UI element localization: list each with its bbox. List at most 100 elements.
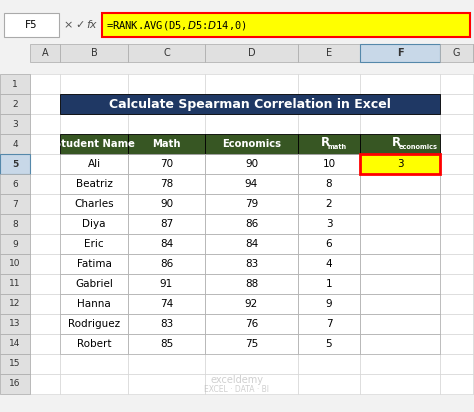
Text: 13: 13: [9, 319, 21, 328]
Text: F5: F5: [25, 20, 37, 30]
Bar: [440, 94, 473, 114]
Text: 2: 2: [12, 100, 18, 108]
Bar: [205, 274, 298, 294]
Bar: [128, 334, 205, 354]
Bar: [473, 354, 474, 374]
Text: 6: 6: [12, 180, 18, 189]
Bar: [360, 194, 440, 214]
Bar: [360, 174, 440, 194]
Bar: [30, 314, 60, 334]
Text: ×: ×: [64, 20, 73, 30]
Bar: [60, 154, 128, 174]
Bar: [440, 374, 473, 394]
Bar: [205, 214, 298, 234]
Bar: [60, 174, 128, 194]
Bar: [205, 154, 298, 174]
Bar: [205, 174, 298, 194]
Bar: [360, 334, 440, 354]
Bar: [298, 194, 360, 214]
Bar: [0, 314, 30, 334]
Bar: [60, 354, 128, 374]
Bar: [30, 74, 60, 94]
Bar: [440, 44, 473, 62]
Bar: [128, 294, 205, 314]
Bar: [440, 314, 473, 334]
Bar: [298, 274, 360, 294]
Bar: [60, 214, 128, 234]
Bar: [298, 214, 360, 234]
Bar: [128, 174, 205, 194]
Bar: [128, 254, 205, 274]
Bar: [473, 214, 474, 234]
Bar: [440, 274, 473, 294]
Text: 88: 88: [245, 279, 258, 289]
Bar: [298, 74, 360, 94]
Bar: [360, 274, 440, 294]
Text: 12: 12: [9, 300, 21, 309]
Bar: [440, 294, 473, 314]
Text: exceldemy: exceldemy: [210, 375, 264, 385]
Text: 90: 90: [245, 159, 258, 169]
Bar: [0, 334, 30, 354]
Bar: [440, 194, 473, 214]
Bar: [298, 154, 360, 174]
Bar: [473, 44, 474, 62]
Bar: [128, 274, 205, 294]
Bar: [60, 374, 128, 394]
Bar: [440, 114, 473, 134]
Bar: [205, 314, 298, 334]
Text: 1: 1: [326, 279, 332, 289]
Bar: [60, 234, 128, 254]
Text: math: math: [328, 143, 347, 150]
Bar: [440, 74, 473, 94]
Bar: [128, 254, 205, 274]
Bar: [298, 44, 360, 62]
Text: 1: 1: [12, 80, 18, 89]
Bar: [60, 154, 128, 174]
Text: 15: 15: [9, 360, 21, 368]
Bar: [298, 154, 360, 174]
Text: 83: 83: [245, 259, 258, 269]
Bar: [128, 234, 205, 254]
Text: 7: 7: [326, 319, 332, 329]
Bar: [0, 354, 30, 374]
Bar: [473, 334, 474, 354]
Bar: [473, 94, 474, 114]
Bar: [30, 334, 60, 354]
Bar: [360, 134, 440, 154]
Text: 16: 16: [9, 379, 21, 389]
Bar: [205, 334, 298, 354]
Text: 6: 6: [326, 239, 332, 249]
Text: 86: 86: [160, 259, 173, 269]
Bar: [128, 134, 205, 154]
Bar: [30, 294, 60, 314]
Bar: [60, 254, 128, 274]
Bar: [205, 214, 298, 234]
Text: Ali: Ali: [87, 159, 100, 169]
Bar: [128, 374, 205, 394]
Bar: [30, 354, 60, 374]
Bar: [440, 134, 473, 154]
Text: R: R: [392, 136, 401, 149]
Bar: [30, 114, 60, 134]
Bar: [0, 234, 30, 254]
Bar: [440, 154, 473, 174]
Bar: [360, 294, 440, 314]
Bar: [205, 114, 298, 134]
Text: Charles: Charles: [74, 199, 114, 209]
Bar: [128, 314, 205, 334]
Bar: [205, 94, 298, 114]
Bar: [473, 254, 474, 274]
Bar: [0, 374, 30, 394]
Bar: [60, 174, 128, 194]
Bar: [298, 354, 360, 374]
Bar: [298, 174, 360, 194]
Bar: [30, 44, 60, 62]
Text: G: G: [453, 48, 460, 58]
Bar: [128, 214, 205, 234]
Bar: [60, 94, 128, 114]
Bar: [205, 234, 298, 254]
Bar: [128, 174, 205, 194]
Bar: [360, 94, 440, 114]
Bar: [360, 354, 440, 374]
